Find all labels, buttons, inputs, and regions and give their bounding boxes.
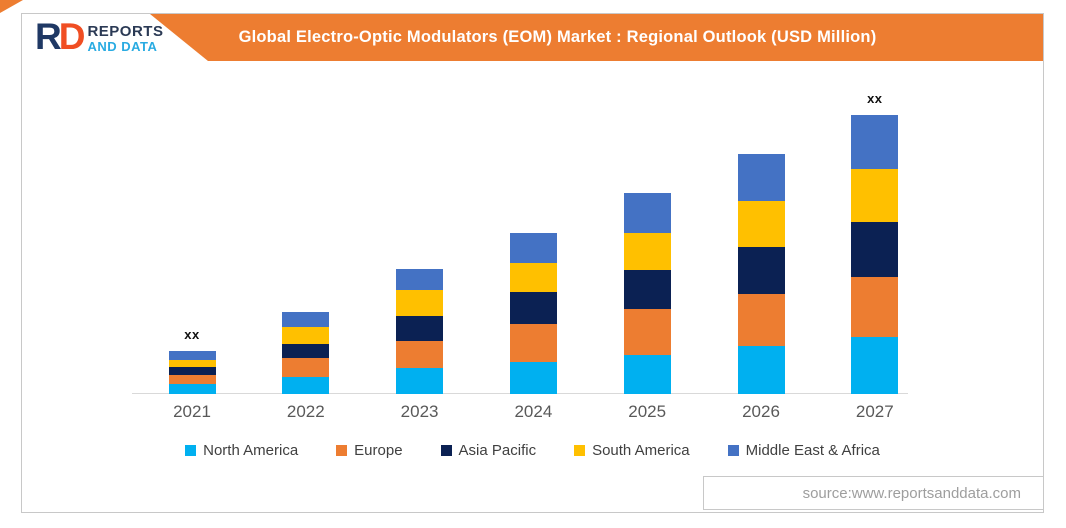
bar-segment-europe — [168, 375, 216, 384]
x-axis-label-2026: 2026 — [742, 402, 780, 421]
bar-segment-europe — [396, 341, 444, 368]
stacked-bar-2022 — [282, 312, 330, 394]
bar-segment-asia-pacific — [737, 247, 785, 294]
logo-letter-r: R — [35, 16, 62, 57]
reports-and-data-logo: RD REPORTS AND DATA — [35, 18, 163, 55]
chart-legend: North America Europe Asia Pacific South Ame… — [22, 442, 1043, 459]
title-banner — [150, 14, 1043, 61]
legend-swatch-icon — [727, 445, 739, 456]
legend-label: Asia Pacific — [458, 442, 537, 459]
stacked-bar-2027 — [851, 115, 899, 394]
x-axis-label-2027: 2027 — [855, 402, 894, 421]
chart-card: Global Electro-Optic Modulators (EOM) Ma… — [21, 13, 1044, 513]
stacked-bar-2025 — [623, 193, 671, 394]
logo-mark-icon: RD — [35, 18, 85, 55]
logo-wordmark: REPORTS AND DATA — [87, 21, 163, 53]
bar-segment-asia-pacific — [168, 367, 216, 375]
bar-segment-north-america — [168, 384, 216, 394]
bar-segment-europe — [851, 277, 899, 337]
x-axis-label-2022: 2022 — [286, 402, 325, 421]
x-axis-label-2021: 2021 — [173, 402, 211, 421]
bar-segment-south-america — [509, 263, 557, 292]
stacked-bar-2023 — [396, 269, 444, 394]
bar-segment-south-america — [168, 360, 216, 367]
stacked-bar-2026 — [737, 154, 785, 394]
legend-label: North America — [203, 442, 299, 459]
bar-segment-middle-east-africa — [168, 351, 216, 360]
bar-segment-north-america — [851, 337, 899, 394]
source-text: source:www.reportsanddata.com — [802, 484, 1021, 502]
stacked-bar-2024 — [509, 233, 557, 394]
bar-segment-south-america — [851, 169, 899, 222]
bar-segment-europe — [623, 309, 671, 355]
logo-text-and-data: AND DATA — [87, 38, 158, 54]
bar-segment-asia-pacific — [282, 344, 330, 358]
legend-item-asia-pacific: Asia Pacific — [440, 442, 537, 459]
bar-segment-middle-east-africa — [282, 312, 330, 327]
bar-segment-south-america — [282, 327, 330, 344]
legend-swatch-icon — [440, 445, 452, 456]
bar-segment-asia-pacific — [509, 292, 557, 324]
legend-swatch-icon — [336, 445, 348, 456]
bar-value-label: xx — [867, 91, 883, 106]
legend-label: Middle East & Africa — [745, 442, 880, 459]
legend-label: South America — [592, 442, 690, 459]
bar-segment-asia-pacific — [851, 222, 899, 277]
corner-decoration-triangle — [0, 0, 23, 13]
legend-item-europe: Europe — [336, 442, 403, 459]
bar-segment-middle-east-africa — [396, 269, 444, 290]
bar-segment-north-america — [282, 377, 330, 394]
chart-title: Global Electro-Optic Modulators (EOM) Ma… — [238, 28, 877, 46]
x-axis-label-2025: 2025 — [628, 402, 667, 421]
source-box: source:www.reportsanddata.com — [703, 476, 1044, 510]
bar-segment-asia-pacific — [396, 316, 444, 341]
bar-segment-asia-pacific — [623, 270, 671, 309]
bar-segment-north-america — [509, 362, 557, 394]
bar-segment-europe — [282, 358, 330, 377]
bar-segment-europe — [509, 324, 557, 362]
bar-segment-south-america — [623, 233, 671, 270]
x-axis-label-2023: 2023 — [400, 402, 439, 421]
bar-segment-south-america — [396, 290, 444, 316]
bar-segment-europe — [737, 294, 785, 346]
bar-segment-middle-east-africa — [851, 115, 899, 169]
bar-segment-middle-east-africa — [623, 193, 671, 233]
bar-segment-middle-east-africa — [737, 154, 785, 201]
legend-swatch-icon — [574, 445, 586, 456]
legend-item-middle-east-africa: Middle East & Africa — [727, 442, 880, 459]
bar-segment-south-america — [737, 201, 785, 247]
legend-item-north-america: North America — [185, 442, 298, 459]
bar-segment-north-america — [737, 346, 785, 394]
x-axis-label-2024: 2024 — [514, 402, 553, 421]
bar-segment-middle-east-africa — [509, 233, 557, 263]
logo-text-reports: REPORTS — [87, 22, 164, 40]
logo-letter-d: D — [58, 16, 86, 57]
legend-item-south-america: South America — [574, 442, 690, 459]
bar-value-label: xx — [184, 327, 200, 342]
legend-label: Europe — [354, 442, 403, 459]
bar-segment-north-america — [396, 368, 444, 394]
bar-segment-north-america — [623, 355, 671, 394]
legend-swatch-icon — [185, 445, 197, 456]
stacked-bar-2021 — [168, 351, 216, 394]
